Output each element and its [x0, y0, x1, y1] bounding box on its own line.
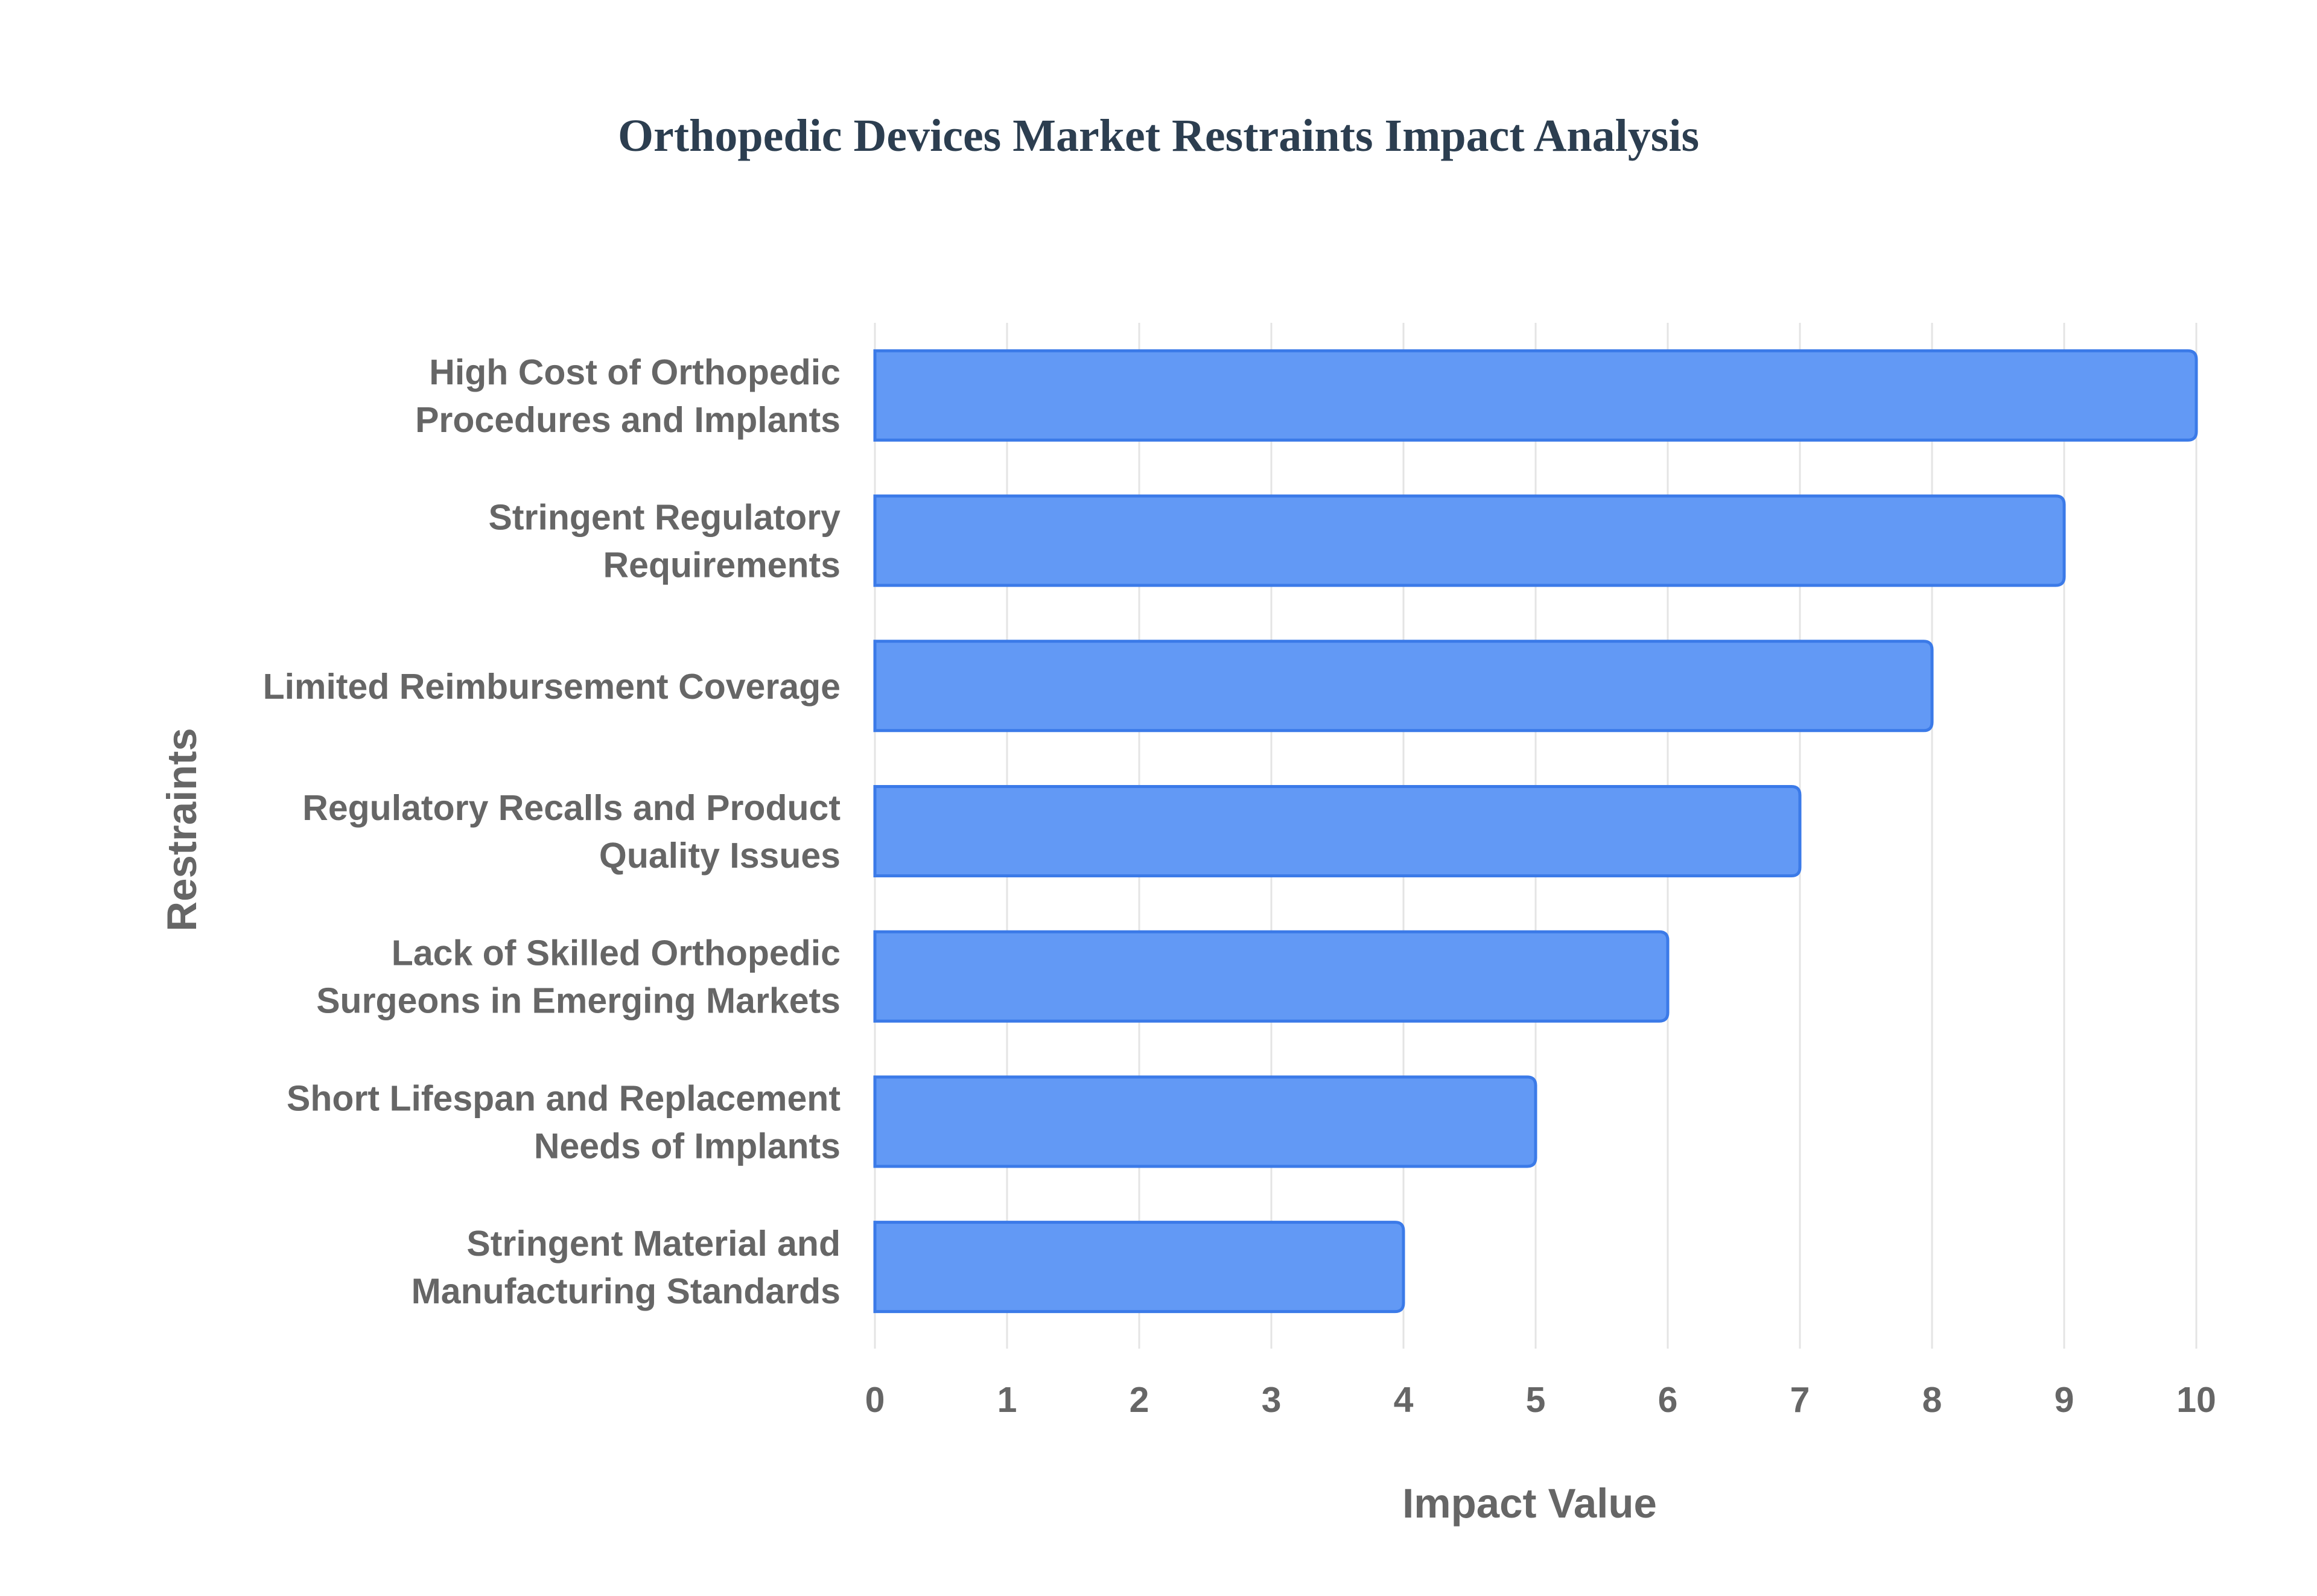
x-tick-label: 1	[997, 1380, 1017, 1420]
category-label: High Cost of Orthopedic Procedures and Im…	[415, 352, 841, 440]
bar	[873, 1221, 1405, 1314]
bars	[873, 349, 2198, 1314]
y-axis-title: Restraints	[159, 728, 205, 931]
x-tick-labels: 0 1 2 3 4 5 6 7 8 9 10	[865, 1380, 2216, 1420]
x-tick-label: 2	[1130, 1380, 1149, 1420]
category-label: Short Lifespan and Replacement Needs of I…	[287, 1078, 841, 1166]
category-label: Regulatory Recalls and Product Quality Is…	[302, 788, 841, 876]
bar	[873, 1075, 1537, 1168]
category-labels: High Cost of Orthopedic Procedures and Im…	[263, 352, 841, 1311]
x-tick-label: 10	[2176, 1380, 2216, 1420]
x-tick-label: 5	[1526, 1380, 1546, 1420]
bar	[873, 494, 2066, 587]
category-label: Limited Reimbursement Coverage	[263, 667, 841, 707]
x-tick-label: 9	[2055, 1380, 2074, 1420]
category-label: Stringent Material and Manufacturing Stan…	[412, 1224, 841, 1311]
x-tick-label: 3	[1262, 1380, 1282, 1420]
category-label: Lack of Skilled Orthopedic Surgeons in Em…	[316, 933, 841, 1021]
bar	[873, 349, 2198, 442]
x-tick-label: 8	[1922, 1380, 1942, 1420]
x-tick-label: 7	[1790, 1380, 1810, 1420]
x-tick-label: 4	[1394, 1380, 1414, 1420]
category-label: Stringent Regulatory Requirements	[489, 498, 841, 585]
x-tick-label: 0	[865, 1380, 885, 1420]
bar	[873, 640, 1934, 733]
x-tick-label: 6	[1658, 1380, 1678, 1420]
bar	[873, 784, 1802, 878]
x-axis-title: Impact Value	[1402, 1480, 1657, 1527]
chart-title: Orthopedic Devices Market Restraints Imp…	[618, 110, 1699, 161]
bar	[873, 930, 1670, 1023]
